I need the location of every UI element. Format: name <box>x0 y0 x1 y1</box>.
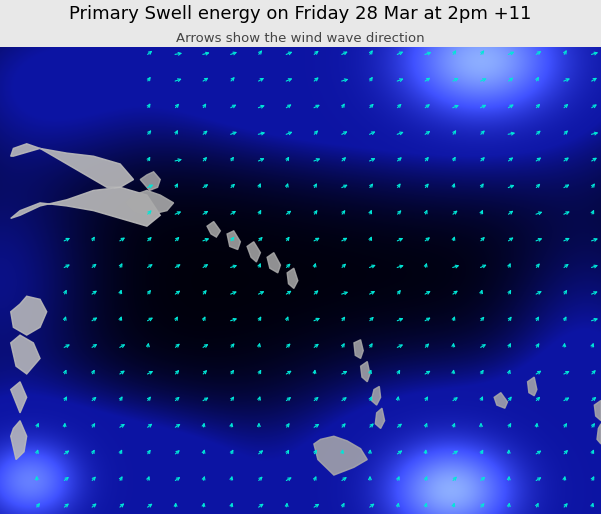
Polygon shape <box>314 436 367 475</box>
Polygon shape <box>11 144 133 187</box>
Polygon shape <box>11 187 160 226</box>
Polygon shape <box>267 253 281 273</box>
Polygon shape <box>371 387 380 405</box>
Polygon shape <box>247 242 260 262</box>
Text: Primary Swell energy on Friday 28 Mar at 2pm +11: Primary Swell energy on Friday 28 Mar at… <box>69 5 532 23</box>
Polygon shape <box>11 335 40 374</box>
Polygon shape <box>594 400 601 420</box>
Polygon shape <box>127 190 174 215</box>
Polygon shape <box>11 296 47 335</box>
Polygon shape <box>11 382 26 413</box>
Polygon shape <box>354 340 363 358</box>
Polygon shape <box>287 268 298 288</box>
Polygon shape <box>597 424 601 444</box>
Polygon shape <box>140 172 160 190</box>
Polygon shape <box>528 377 537 396</box>
Polygon shape <box>361 361 370 382</box>
Polygon shape <box>11 420 26 460</box>
Polygon shape <box>207 222 221 237</box>
Polygon shape <box>227 231 240 249</box>
Polygon shape <box>375 408 385 429</box>
Text: Arrows show the wind wave direction: Arrows show the wind wave direction <box>176 32 425 45</box>
Polygon shape <box>494 393 507 408</box>
